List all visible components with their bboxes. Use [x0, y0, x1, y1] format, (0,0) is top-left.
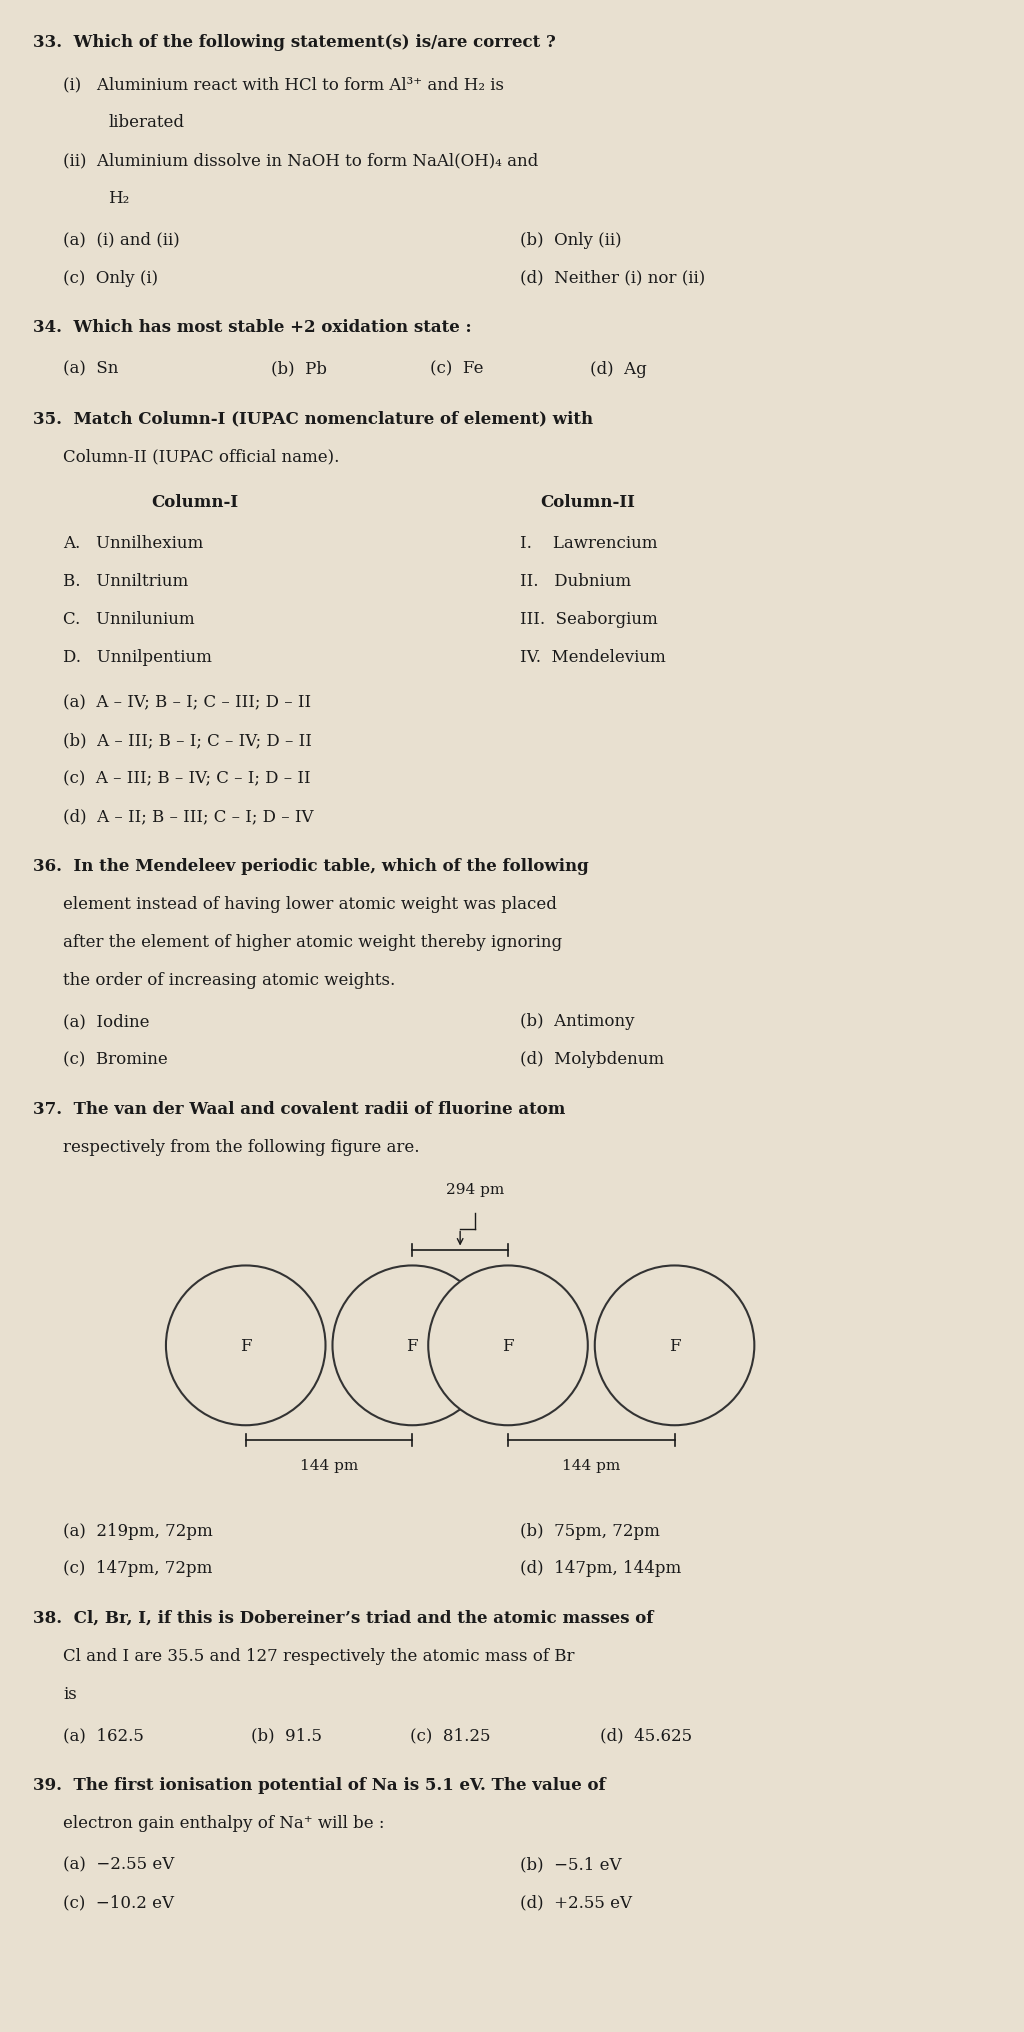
Text: F: F	[669, 1337, 680, 1353]
Text: 39.  The first ionisation potential of Na is 5.1 eV. The value of: 39. The first ionisation potential of Na…	[34, 1776, 606, 1792]
Text: (d)  Ag: (d) Ag	[590, 360, 646, 378]
Text: 144 pm: 144 pm	[300, 1459, 358, 1473]
Text: (b)  −5.1 eV: (b) −5.1 eV	[520, 1855, 622, 1874]
Text: respectively from the following figure are.: respectively from the following figure a…	[63, 1138, 420, 1154]
Text: electron gain enthalpy of Na⁺ will be :: electron gain enthalpy of Na⁺ will be :	[63, 1815, 385, 1831]
Text: (d)  A – II; B – III; C – I; D – IV: (d) A – II; B – III; C – I; D – IV	[63, 809, 313, 825]
Text: after the element of higher atomic weight thereby ignoring: after the element of higher atomic weigh…	[63, 933, 562, 951]
Text: (b)  Only (ii): (b) Only (ii)	[520, 232, 622, 248]
Text: (b)  91.5: (b) 91.5	[251, 1727, 322, 1743]
Circle shape	[595, 1266, 755, 1426]
Text: (b)  A – III; B – I; C – IV; D – II: (b) A – III; B – I; C – IV; D – II	[63, 732, 312, 750]
Text: (d)  Neither (i) nor (ii): (d) Neither (i) nor (ii)	[520, 270, 706, 287]
Text: (d)  147pm, 144pm: (d) 147pm, 144pm	[520, 1561, 681, 1577]
Text: (b)  Pb: (b) Pb	[270, 360, 327, 378]
Text: 294 pm: 294 pm	[446, 1183, 504, 1197]
Text: (c)  81.25: (c) 81.25	[411, 1727, 490, 1743]
Text: (c)  147pm, 72pm: (c) 147pm, 72pm	[63, 1561, 213, 1577]
Text: F: F	[240, 1337, 252, 1353]
Text: (ii)  Aluminium dissolve in NaOH to form NaAl(OH)₄ and: (ii) Aluminium dissolve in NaOH to form …	[63, 152, 539, 169]
Circle shape	[166, 1266, 326, 1426]
Text: (a)  162.5: (a) 162.5	[63, 1727, 144, 1743]
Text: Column-I: Column-I	[151, 494, 239, 510]
Text: (a)  −2.55 eV: (a) −2.55 eV	[63, 1855, 174, 1874]
Text: is: is	[63, 1685, 77, 1703]
Text: (a)  219pm, 72pm: (a) 219pm, 72pm	[63, 1522, 213, 1538]
Text: (a)  Sn: (a) Sn	[63, 360, 119, 378]
Text: F: F	[502, 1337, 514, 1353]
Text: (b)  75pm, 72pm: (b) 75pm, 72pm	[520, 1522, 659, 1538]
Text: C.   Unnilunium: C. Unnilunium	[63, 612, 195, 628]
Text: liberated: liberated	[109, 114, 184, 130]
Text: 38.  Cl, Br, I, if this is Dobereiner’s triad and the atomic masses of: 38. Cl, Br, I, if this is Dobereiner’s t…	[34, 1609, 653, 1626]
Text: 37.  The van der Waal and covalent radii of fluorine atom: 37. The van der Waal and covalent radii …	[34, 1099, 565, 1118]
Text: (c)  −10.2 eV: (c) −10.2 eV	[63, 1894, 174, 1910]
Circle shape	[333, 1266, 493, 1426]
Text: A.   Unnilhexium: A. Unnilhexium	[63, 534, 204, 553]
Text: 36.  In the Mendeleev periodic table, which of the following: 36. In the Mendeleev periodic table, whi…	[34, 858, 589, 874]
Text: H₂: H₂	[109, 189, 129, 207]
Text: (d)  +2.55 eV: (d) +2.55 eV	[520, 1894, 632, 1910]
Text: 144 pm: 144 pm	[562, 1459, 621, 1473]
Circle shape	[428, 1266, 588, 1426]
Text: III.  Seaborgium: III. Seaborgium	[520, 612, 657, 628]
Text: Cl and I are 35.5 and 127 respectively the atomic mass of Br: Cl and I are 35.5 and 127 respectively t…	[63, 1646, 574, 1664]
Text: (a)  Iodine: (a) Iodine	[63, 1012, 150, 1030]
Text: 33.  Which of the following statement(s) is/are correct ?: 33. Which of the following statement(s) …	[34, 35, 556, 51]
Text: (c)  A – III; B – IV; C – I; D – II: (c) A – III; B – IV; C – I; D – II	[63, 770, 311, 786]
Text: F: F	[407, 1337, 418, 1353]
Text: IV.  Mendelevium: IV. Mendelevium	[520, 648, 666, 666]
Text: D.   Unnilpentium: D. Unnilpentium	[63, 648, 212, 666]
Text: (d)  Molybdenum: (d) Molybdenum	[520, 1051, 665, 1069]
Text: (c)  Fe: (c) Fe	[430, 360, 483, 378]
Text: element instead of having lower atomic weight was placed: element instead of having lower atomic w…	[63, 896, 557, 912]
Text: Column-II (IUPAC official name).: Column-II (IUPAC official name).	[63, 447, 340, 465]
Text: Column-II: Column-II	[540, 494, 635, 510]
Text: 34.  Which has most stable +2 oxidation state :: 34. Which has most stable +2 oxidation s…	[34, 319, 472, 335]
Text: I.    Lawrencium: I. Lawrencium	[520, 534, 657, 553]
Text: (c)  Only (i): (c) Only (i)	[63, 270, 159, 287]
Text: (i)   Aluminium react with HCl to form Al³⁺ and H₂ is: (i) Aluminium react with HCl to form Al³…	[63, 75, 504, 93]
Text: the order of increasing atomic weights.: the order of increasing atomic weights.	[63, 971, 395, 988]
Text: II.   Dubnium: II. Dubnium	[520, 573, 631, 589]
Text: 35.  Match Column-I (IUPAC nomenclature of element) with: 35. Match Column-I (IUPAC nomenclature o…	[34, 410, 594, 427]
Text: (a)  (i) and (ii): (a) (i) and (ii)	[63, 232, 180, 248]
Text: (d)  45.625: (d) 45.625	[600, 1727, 692, 1743]
Text: (a)  A – IV; B – I; C – III; D – II: (a) A – IV; B – I; C – III; D – II	[63, 695, 311, 711]
Text: (b)  Antimony: (b) Antimony	[520, 1012, 635, 1030]
Text: B.   Unniltrium: B. Unniltrium	[63, 573, 188, 589]
Text: (c)  Bromine: (c) Bromine	[63, 1051, 168, 1069]
